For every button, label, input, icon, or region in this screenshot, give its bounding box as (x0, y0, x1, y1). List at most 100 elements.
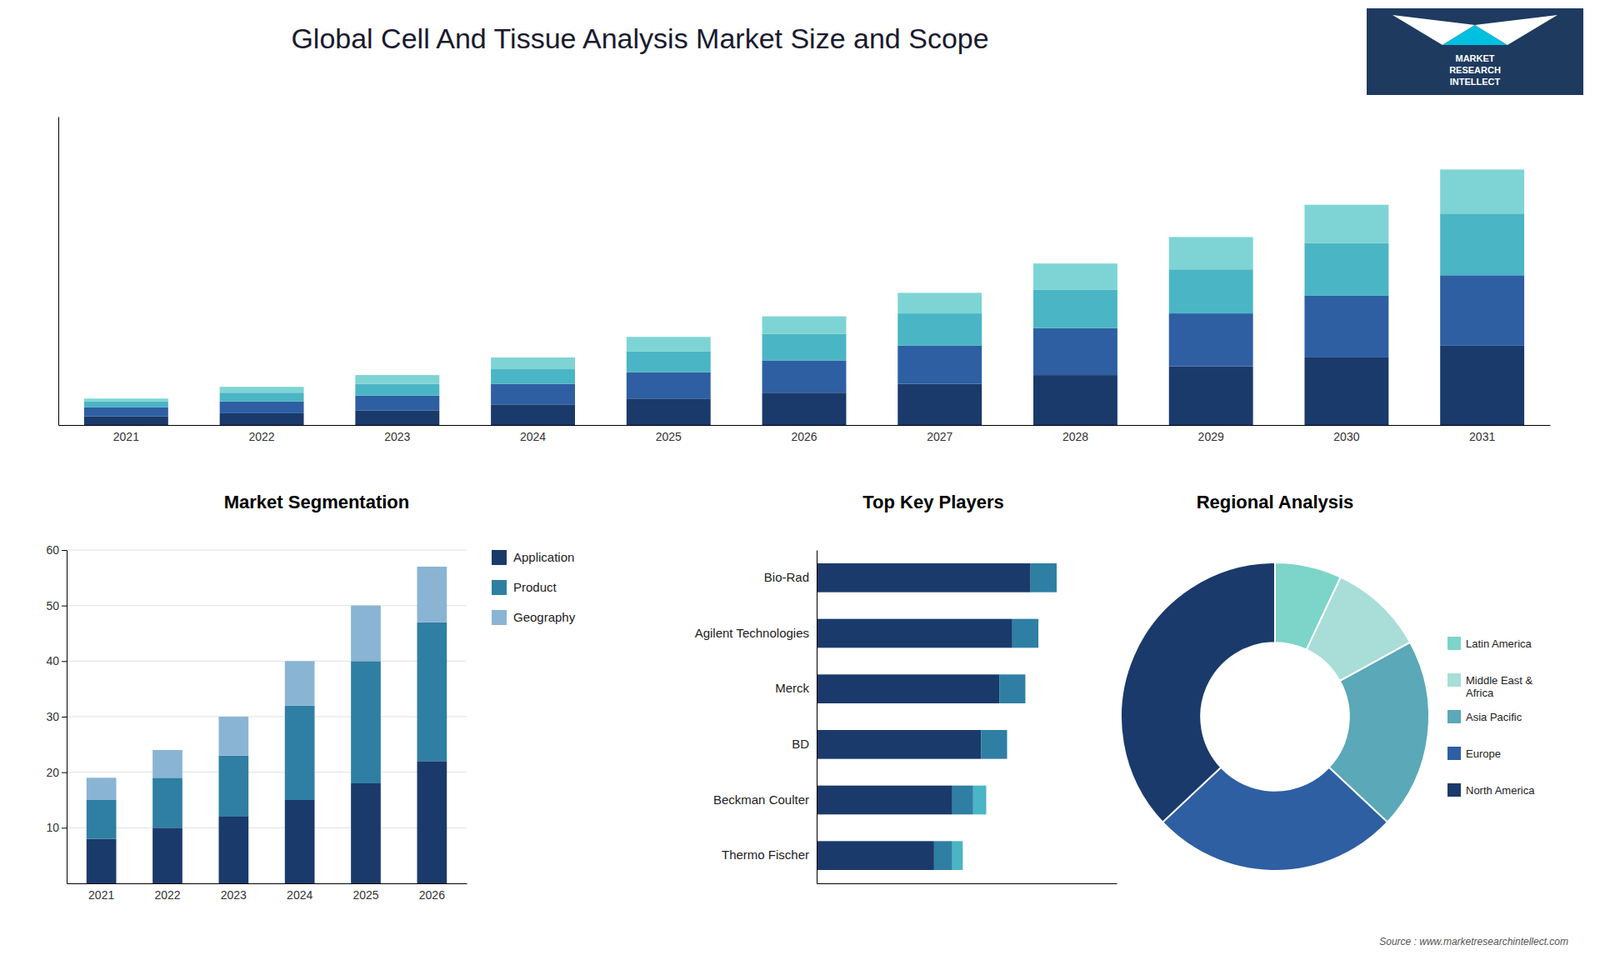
tick-label: 2021 (113, 430, 140, 444)
pie (1120, 562, 1430, 871)
tick: 2023 (220, 888, 247, 902)
bar-segment (999, 674, 1025, 704)
bar-segment (980, 730, 1007, 760)
legend-label: North America (1465, 784, 1535, 797)
bar-segment (1025, 674, 1026, 704)
bar-segment (1033, 328, 1118, 375)
axis-line (67, 883, 468, 885)
bar-segment (1033, 375, 1118, 425)
plot-area (84, 169, 1525, 425)
axis-line (66, 550, 68, 885)
tick: BD (791, 736, 810, 751)
chart-root: Global Cell And Tissue Analysis Market S… (0, 0, 1600, 955)
legend-item: North America (1447, 783, 1535, 797)
tick-label: 2023 (384, 430, 410, 444)
legend-label: Application (513, 550, 575, 565)
chart-title: Market Segmentation (224, 491, 410, 513)
bar-segment (897, 292, 982, 314)
bar-segment (84, 415, 169, 425)
legend-swatch (1447, 783, 1461, 797)
grid-line (66, 605, 467, 606)
tick: 2025 (352, 888, 379, 902)
bar-segment (152, 777, 183, 828)
bar-segment (416, 622, 447, 762)
bar-segment (816, 840, 935, 870)
tick: 60 (45, 543, 67, 557)
tick: 2021 (88, 888, 115, 902)
tick-label: 2025 (655, 430, 682, 444)
bar-segment (350, 783, 381, 884)
legend-label: Europe (1465, 747, 1501, 760)
tick: Merck (775, 680, 810, 695)
bar-segment (490, 384, 575, 405)
bar-segment (762, 316, 847, 335)
y-axis: 102030405060 (45, 543, 67, 885)
legend-label: Geography (513, 610, 576, 625)
tick: Thermo Fischer (721, 847, 810, 862)
bar-segment (1169, 236, 1254, 270)
bar-segment (1304, 295, 1389, 358)
y-axis (58, 117, 60, 426)
tick-mark (61, 660, 67, 662)
legend-item: Asia Pacific (1447, 710, 1523, 724)
bar-segment (626, 336, 711, 352)
tick-label: 2022 (154, 888, 180, 902)
axis-line (817, 883, 1118, 885)
bar-segment (355, 375, 440, 385)
tick-label: 2031 (1469, 430, 1495, 444)
tick-label: 2029 (1198, 430, 1225, 444)
legend-swatch (1447, 710, 1461, 724)
tick: 2024 (520, 430, 546, 444)
bar-segment (285, 660, 315, 705)
grid-line (66, 771, 467, 773)
bar-segment (86, 777, 117, 800)
bar-segment (973, 785, 987, 815)
bar-segment (218, 716, 249, 756)
tick-label: 40 (45, 654, 60, 668)
bar-segment (86, 800, 117, 840)
tick-label: Thermo Fischer (721, 847, 810, 862)
tick: 2022 (154, 888, 180, 902)
bar-segment (152, 827, 183, 884)
bar-segment (897, 384, 982, 425)
plot-area (86, 566, 447, 884)
legend-item: Geography (491, 610, 576, 625)
bar-segment (1038, 619, 1040, 649)
bar-segment (1440, 345, 1525, 425)
tick-label: Agilent Technologies (695, 625, 810, 640)
figure-title: Global Cell And Tissue Analysis Market S… (290, 22, 989, 55)
tick-mark (61, 716, 67, 718)
legend-swatch (491, 580, 507, 595)
bar-segment (490, 369, 575, 385)
tick: 2024 (286, 888, 313, 902)
x-axis: 2021202220232024202520262027202820292030… (59, 425, 1551, 444)
bar-segment (952, 785, 974, 815)
bar-segment (1440, 213, 1525, 275)
legend-swatch (491, 550, 507, 565)
tick: 40 (45, 654, 67, 668)
bar-segment (355, 395, 440, 411)
tick: 30 (45, 710, 67, 724)
bar-segment (490, 404, 575, 425)
bar-segment (218, 755, 249, 817)
tick-label: 2025 (352, 888, 379, 902)
axis-line (816, 550, 818, 885)
legend-label: Product (513, 580, 558, 595)
bar-segment (218, 816, 249, 884)
tick-label: 60 (45, 543, 60, 557)
bar-segment (220, 386, 305, 393)
bar-segment (1169, 366, 1254, 425)
logo-text: RESEARCH (1449, 65, 1501, 75)
legend: Application Product Geography (491, 550, 576, 625)
chart-title: Top Key Players (862, 491, 1005, 513)
tick: 2023 (384, 430, 410, 444)
bar-segment (355, 410, 440, 425)
bar-segment (1169, 313, 1254, 366)
tick-mark (61, 550, 67, 551)
bar-segment (350, 605, 381, 662)
bar-segment (816, 563, 1031, 593)
bar-segment (220, 401, 305, 414)
bar-segment (350, 660, 381, 784)
bar-segment (626, 351, 711, 373)
bar-segment (1033, 290, 1118, 329)
